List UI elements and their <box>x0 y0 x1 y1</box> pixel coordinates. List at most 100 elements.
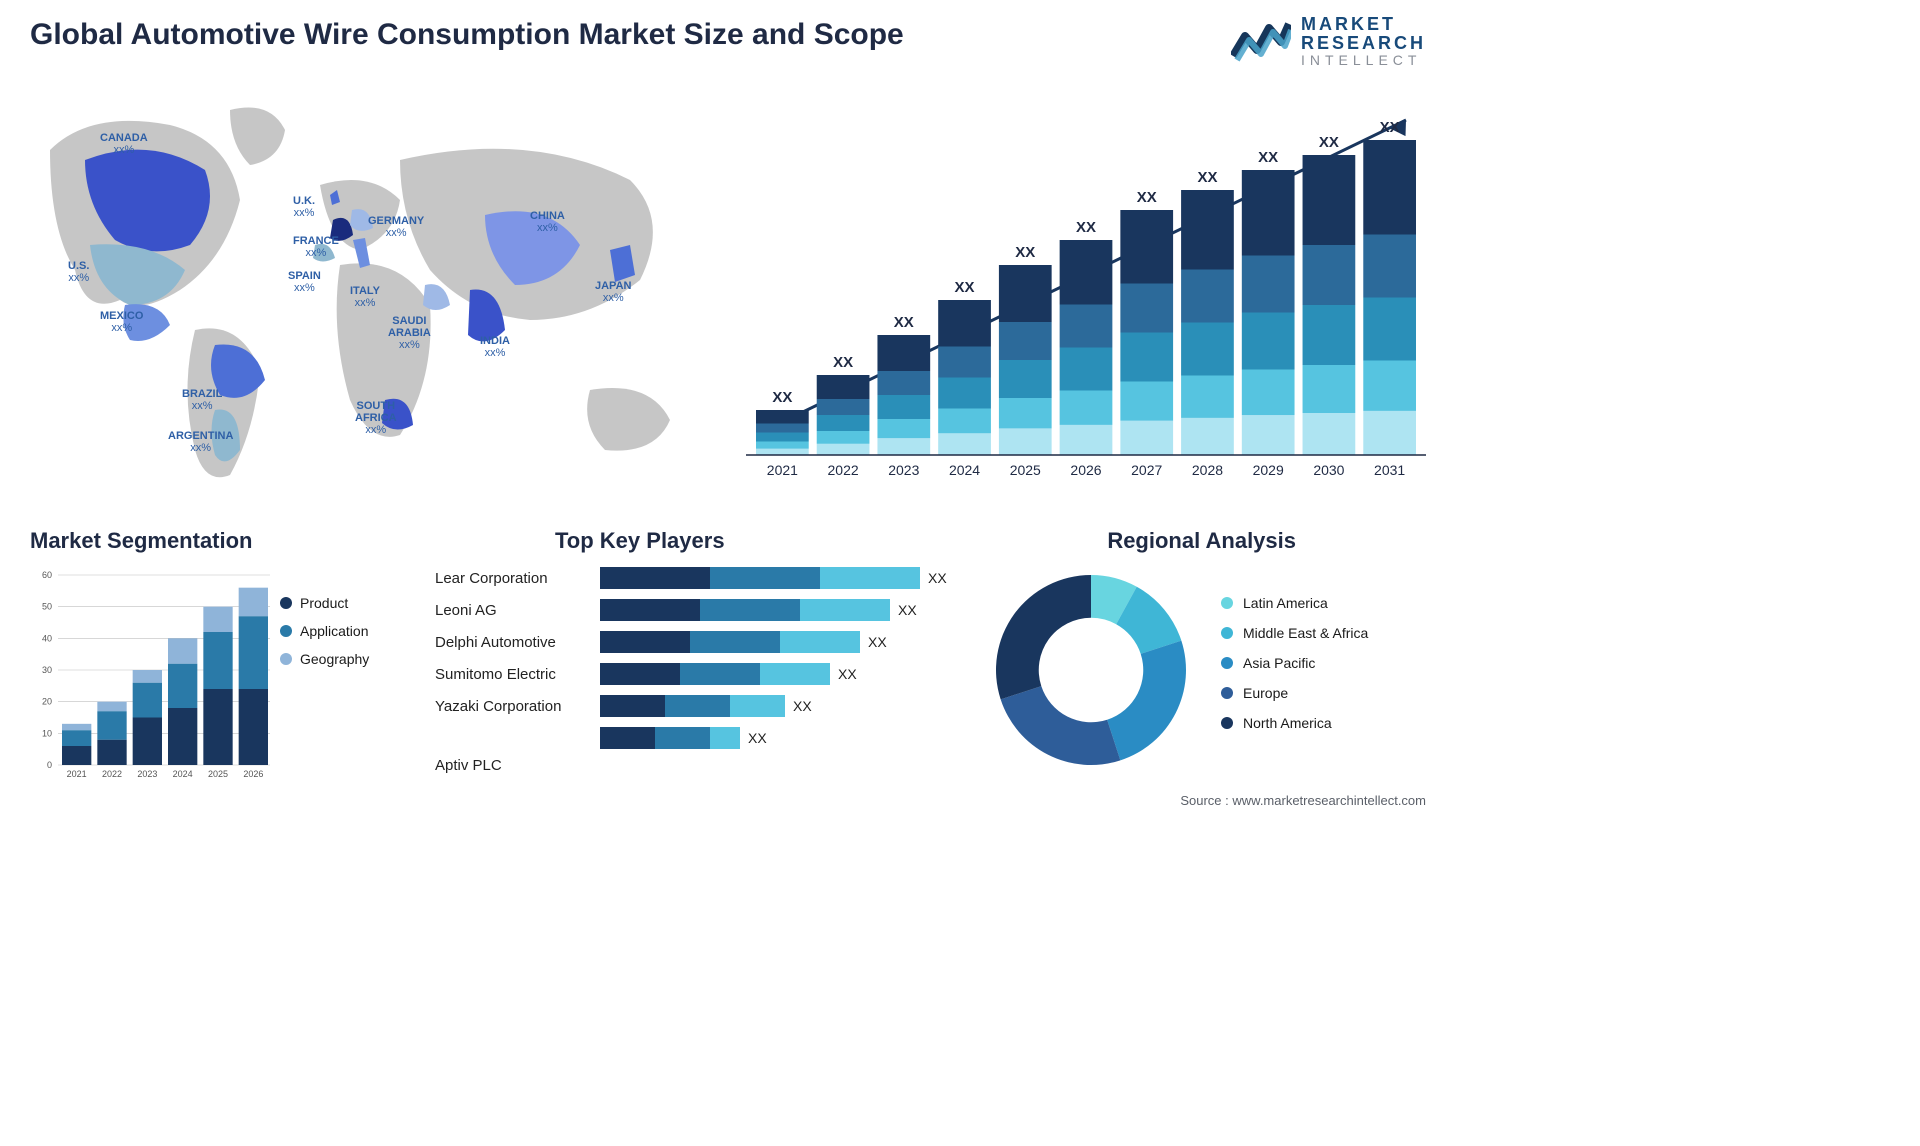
svg-text:2022: 2022 <box>828 462 859 478</box>
svg-text:10: 10 <box>42 728 52 738</box>
svg-text:XX: XX <box>894 314 914 331</box>
regional-legend: Latin America Middle East & Africa Asia Pa… <box>1221 595 1368 745</box>
svg-text:XX: XX <box>1319 134 1339 151</box>
player-value: XX <box>898 602 917 618</box>
player-bar <box>600 663 830 685</box>
map-label: ITALYxx% <box>350 285 380 309</box>
svg-text:2023: 2023 <box>137 769 157 779</box>
svg-text:2024: 2024 <box>949 462 980 478</box>
svg-text:50: 50 <box>42 602 52 612</box>
svg-text:2025: 2025 <box>208 769 228 779</box>
donut-svg <box>986 565 1196 775</box>
svg-text:2021: 2021 <box>767 462 798 478</box>
player-bar <box>600 599 890 621</box>
regional-chart: Latin America Middle East & Africa Asia Pa… <box>986 545 1426 795</box>
logo-text-1: MARKET <box>1301 15 1426 34</box>
map-label: SPAINxx% <box>288 270 321 294</box>
player-value: XX <box>838 666 857 682</box>
player-bar <box>600 727 740 749</box>
logo-mark-icon <box>1231 16 1291 66</box>
region-legend-item: Asia Pacific <box>1221 655 1368 671</box>
segmentation-legend: Product Application Geography <box>280 595 369 679</box>
svg-text:2022: 2022 <box>102 769 122 779</box>
region-legend-item: Europe <box>1221 685 1368 701</box>
segmentation-legend-item: Geography <box>280 651 369 667</box>
player-value: XX <box>793 698 812 714</box>
player-name: Lear Corporation <box>435 570 600 587</box>
map-label: FRANCExx% <box>293 235 339 259</box>
player-bar <box>600 695 785 717</box>
world-map: CANADAxx% U.S.xx% MEXICOxx% BRAZILxx% ARGENT… <box>30 90 710 490</box>
svg-text:2029: 2029 <box>1253 462 1284 478</box>
players-title: Top Key Players <box>555 528 725 554</box>
svg-text:40: 40 <box>42 633 52 643</box>
map-label: MEXICOxx% <box>100 310 143 334</box>
map-label: CANADAxx% <box>100 132 148 156</box>
player-name: Delphi Automotive <box>435 634 600 651</box>
page-title: Global Automotive Wire Consumption Marke… <box>30 18 904 52</box>
logo-text-3: INTELLECT <box>1301 53 1426 68</box>
svg-text:XX: XX <box>955 279 975 296</box>
region-legend-item: Latin America <box>1221 595 1368 611</box>
player-row: Lear Corporation XX <box>435 565 955 591</box>
player-value: XX <box>868 634 887 650</box>
svg-text:2023: 2023 <box>888 462 919 478</box>
player-name: Sumitomo Electric <box>435 666 600 683</box>
svg-text:2026: 2026 <box>1070 462 1101 478</box>
player-bar <box>600 567 920 589</box>
svg-text:2031: 2031 <box>1374 462 1405 478</box>
map-label: U.S.xx% <box>68 260 89 284</box>
svg-text:2026: 2026 <box>243 769 263 779</box>
player-row: Yazaki Corporation XX <box>435 693 955 719</box>
svg-text:2021: 2021 <box>67 769 87 779</box>
svg-text:20: 20 <box>42 697 52 707</box>
svg-text:30: 30 <box>42 665 52 675</box>
player-row: Sumitomo Electric XX <box>435 661 955 687</box>
svg-text:XX: XX <box>772 389 792 406</box>
svg-text:2025: 2025 <box>1010 462 1041 478</box>
segmentation-svg: 0 10 20 30 40 50 60 2021 2022 2023 2024 2025 2026 <box>30 565 270 785</box>
player-name: Leoni AG <box>435 602 600 619</box>
players-chart: Lear CorporationXXLeoni AGXXDelphi Autom… <box>435 565 955 805</box>
source-text: Source : www.marketresearchintellect.com <box>1180 793 1426 808</box>
svg-text:2028: 2028 <box>1192 462 1223 478</box>
svg-text:XX: XX <box>1076 219 1096 236</box>
svg-text:0: 0 <box>47 760 52 770</box>
svg-text:2030: 2030 <box>1313 462 1344 478</box>
map-label: SAUDIARABIAxx% <box>388 315 431 351</box>
player-value: XX <box>928 570 947 586</box>
map-label: JAPANxx% <box>595 280 631 304</box>
player-extra: Aptiv PLC <box>435 757 600 774</box>
svg-text:XX: XX <box>833 354 853 371</box>
player-name: Yazaki Corporation <box>435 698 600 715</box>
segmentation-chart: 0 10 20 30 40 50 60 2021 2022 2023 2024 2025 2026 Pr… <box>30 565 410 785</box>
svg-text:XX: XX <box>1015 244 1035 261</box>
svg-text:XX: XX <box>1380 119 1400 136</box>
map-label: INDIAxx% <box>480 335 510 359</box>
region-legend-item: North America <box>1221 715 1368 731</box>
segmentation-title: Market Segmentation <box>30 528 253 554</box>
map-label: BRAZILxx% <box>182 388 222 412</box>
map-label: SOUTHAFRICAxx% <box>355 400 397 436</box>
growth-bar-chart: XX 2021 XX 2022 XX 2023 XX 2024 XX 2025 XX 2026 XX 20… <box>746 90 1426 490</box>
player-row: XX <box>435 725 955 751</box>
brand-logo: MARKET RESEARCH INTELLECT <box>1231 15 1426 67</box>
svg-text:2027: 2027 <box>1131 462 1162 478</box>
logo-text-2: RESEARCH <box>1301 34 1426 53</box>
svg-text:XX: XX <box>1197 169 1217 186</box>
map-label: ARGENTINAxx% <box>168 430 233 454</box>
map-label: U.K.xx% <box>293 195 315 219</box>
segmentation-legend-item: Product <box>280 595 369 611</box>
player-row: Leoni AG XX <box>435 597 955 623</box>
region-legend-item: Middle East & Africa <box>1221 625 1368 641</box>
map-label: GERMANYxx% <box>368 215 424 239</box>
growth-bar-svg: XX 2021 XX 2022 XX 2023 XX 2024 XX 2025 XX 2026 XX 20… <box>746 90 1426 490</box>
svg-text:XX: XX <box>1258 149 1278 166</box>
svg-text:2024: 2024 <box>173 769 193 779</box>
player-row: Delphi Automotive XX <box>435 629 955 655</box>
svg-text:60: 60 <box>42 570 52 580</box>
segmentation-legend-item: Application <box>280 623 369 639</box>
map-label: CHINAxx% <box>530 210 565 234</box>
svg-text:XX: XX <box>1137 189 1157 206</box>
player-value: XX <box>748 730 767 746</box>
